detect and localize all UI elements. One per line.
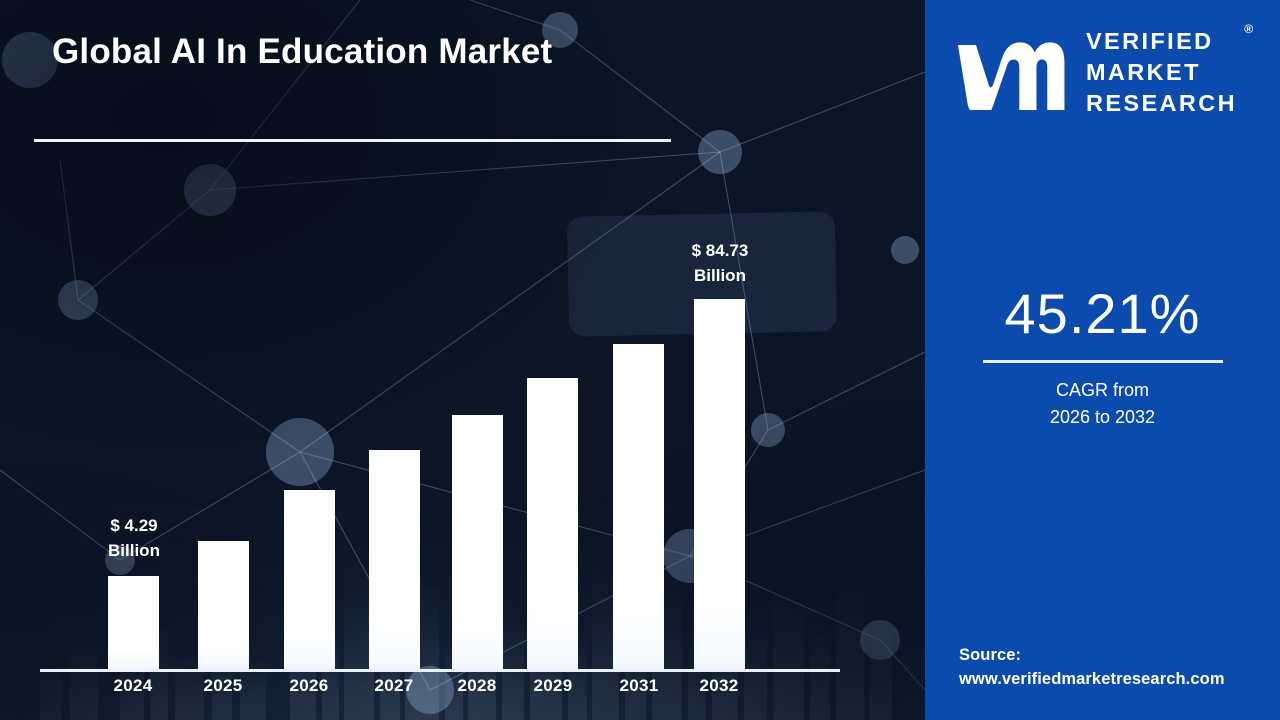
bar-2024[interactable] (108, 576, 159, 669)
bar-value-unit-2024: Billion (108, 540, 160, 560)
bar-2026[interactable] (284, 490, 335, 669)
bar-2028[interactable] (452, 415, 503, 669)
cagr-caption: CAGR from 2026 to 2032 (925, 377, 1280, 431)
cagr-caption-line-1: CAGR from (1055, 379, 1149, 400)
brand-wordmark: VERIFIED MARKET RESEARCH ® (1085, 22, 1253, 119)
x-axis-line (40, 669, 840, 672)
vmr-monogram-icon (957, 41, 1065, 110)
x-tick-2027: 2027 (374, 676, 414, 695)
bar-2032[interactable] (694, 299, 745, 669)
bar-value-unit-2032: Billion (694, 265, 746, 285)
bar-value-label-2024: $ 4.29 Billion (59, 514, 209, 563)
brand-line-2: MARKET (1085, 59, 1201, 86)
brand-logo[interactable]: VERIFIED MARKET RESEARCH ® (925, 22, 1280, 119)
page-title: Global AI In Education Market (52, 32, 553, 71)
cagr-value: 45.21% (1004, 282, 1201, 345)
chart-panel: Global AI In Education Market $ 4.29 Bil… (0, 0, 925, 720)
cagr-divider (982, 359, 1223, 363)
bar-2029[interactable] (527, 378, 578, 669)
cagr-caption-line-2: 2026 to 2032 (1049, 406, 1156, 427)
x-tick-2026: 2026 (289, 676, 329, 695)
source-url[interactable]: www.verifiedmarketresearch.com (959, 670, 1225, 689)
x-tick-2029: 2029 (533, 676, 573, 695)
x-tick-2031: 2031 (619, 676, 659, 695)
x-tick-2025: 2025 (203, 676, 243, 695)
x-tick-2024: 2024 (113, 676, 153, 695)
bar-value-amount-2024: $ 4.29 (110, 516, 158, 535)
bar-2031[interactable] (613, 344, 664, 669)
sidebar-panel: VERIFIED MARKET RESEARCH ® 45.21% CAGR f… (925, 0, 1280, 720)
bar-chart: $ 4.29 Billion $ 84.73 Billion 2024 2025… (40, 239, 840, 695)
bar-2027[interactable] (369, 450, 420, 669)
x-tick-2028: 2028 (457, 676, 497, 695)
bar-value-label-2032: $ 84.73 Billion (645, 239, 795, 288)
source-block: Source: www.verifiedmarketresearch.com (959, 643, 1269, 693)
title-underline (34, 139, 671, 142)
bar-value-amount-2032: $ 84.73 (691, 241, 749, 260)
bar-2025[interactable] (198, 541, 249, 669)
x-tick-2032: 2032 (699, 676, 739, 695)
title-wrap: Global AI In Education Market (52, 32, 692, 72)
brand-line-1: VERIFIED (1085, 28, 1214, 54)
brand-line-3: RESEARCH (1085, 90, 1238, 117)
registered-trademark-icon: ® (1244, 22, 1254, 36)
cagr-block: 45.21% CAGR from 2026 to 2032 (925, 282, 1280, 431)
source-label: Source: (959, 645, 1022, 664)
